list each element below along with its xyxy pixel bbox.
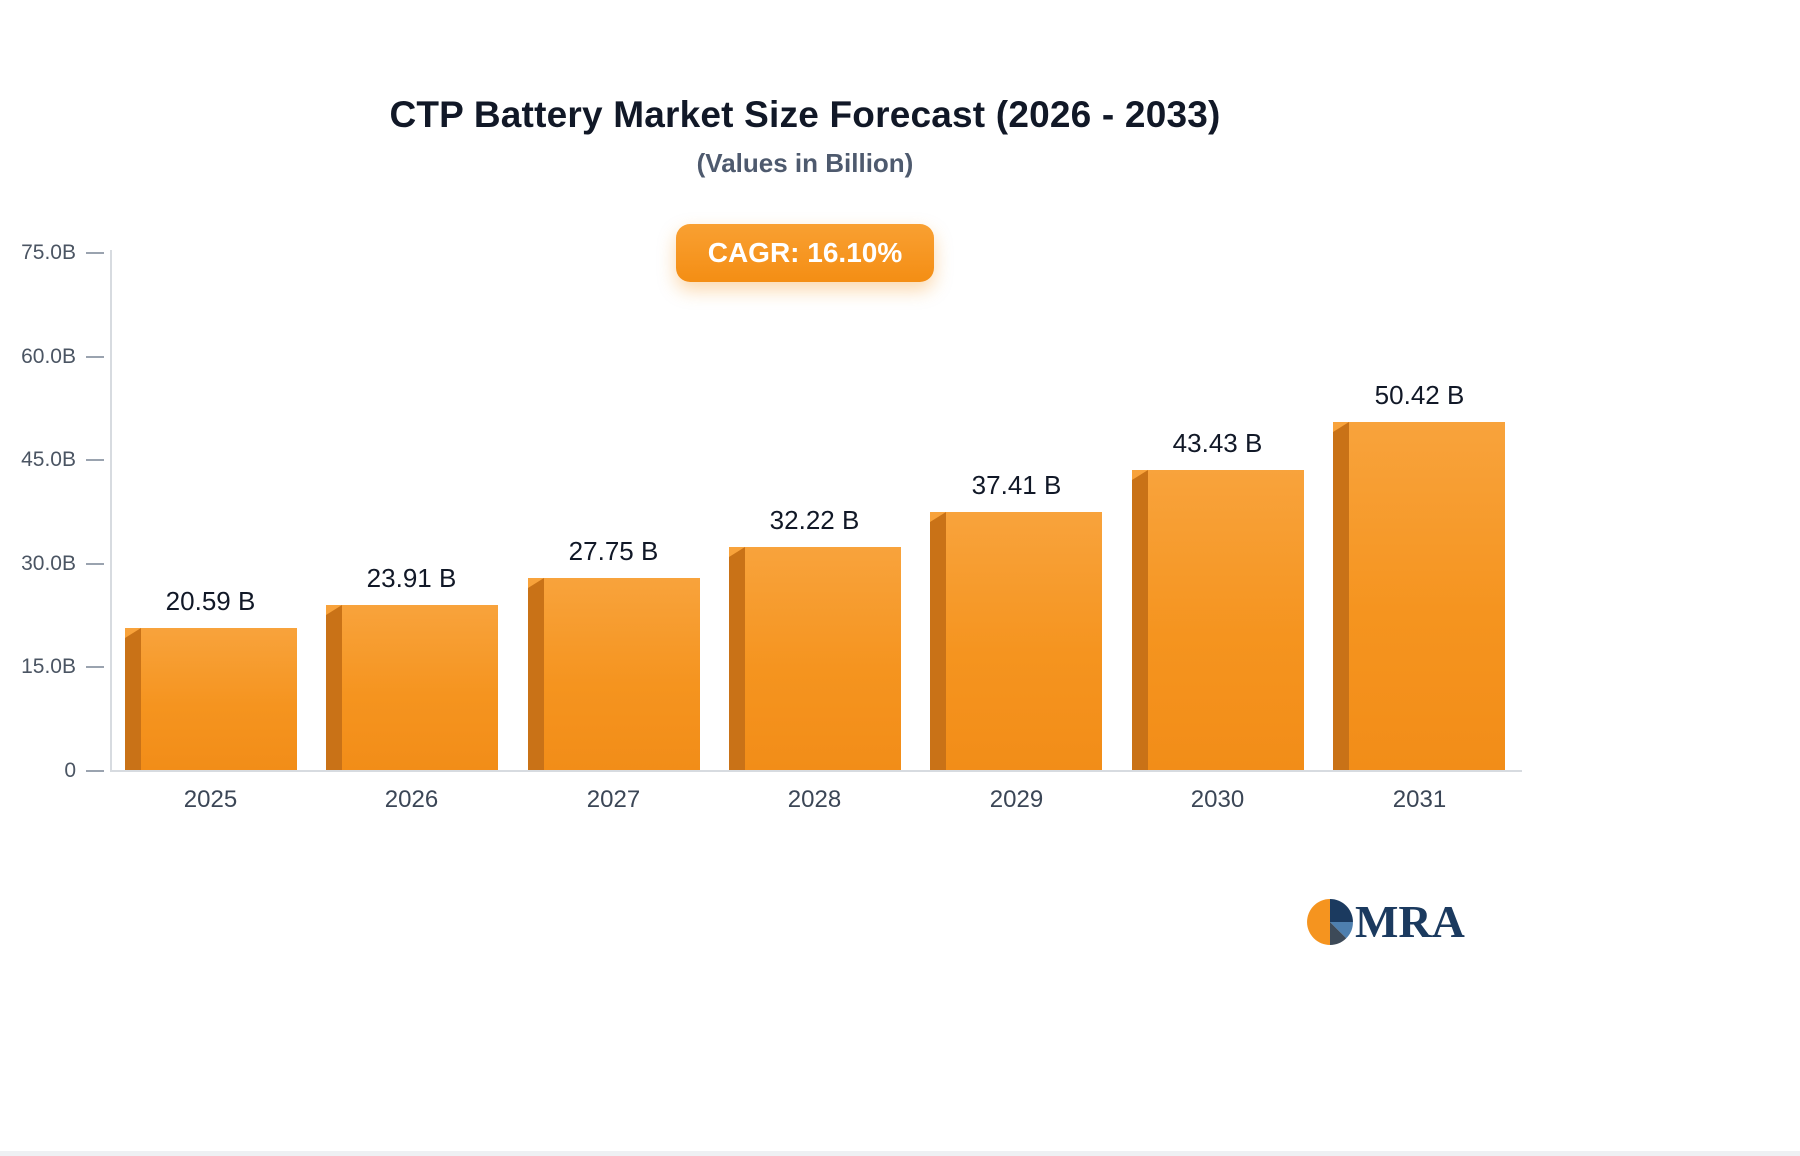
pie-logo-icon xyxy=(1307,899,1353,945)
bar-value-label-2026: 23.91 B xyxy=(366,563,457,593)
x-category-label-2025: 2025 xyxy=(183,786,238,813)
bar-value-label-2030: 43.43 B xyxy=(1172,428,1263,458)
bar-value-label-2028: 32.22 B xyxy=(769,505,860,535)
bar-2027 xyxy=(528,578,700,770)
y-tick-label: 30.0B xyxy=(21,551,76,575)
bar-2031 xyxy=(1333,422,1505,770)
bar-side-face xyxy=(930,512,946,770)
bar-2030 xyxy=(1132,470,1304,770)
bar-side-face xyxy=(125,628,141,770)
chart-title: CTP Battery Market Size Forecast (2026 -… xyxy=(389,94,1221,135)
bar-side-face xyxy=(528,578,544,770)
x-category-label-2030: 2030 xyxy=(1190,786,1245,813)
y-tick-mark xyxy=(86,252,104,254)
x-category-label-2028: 2028 xyxy=(787,786,842,813)
bar-side-face xyxy=(1132,470,1148,770)
bar-2029 xyxy=(930,512,1102,770)
x-category-label-2031: 2031 xyxy=(1392,786,1447,813)
y-tick-mark xyxy=(86,562,104,565)
bar-2026 xyxy=(326,605,498,770)
plot-area: 20.59 B 23.91 B 27.75 B 32.22 B 37.41 B 43.43… xyxy=(110,253,1520,771)
y-tick-mark xyxy=(86,459,104,462)
y-tick-label: 15.0B xyxy=(21,655,76,679)
brand-logo: MRA xyxy=(1306,896,1465,948)
bar-2025 xyxy=(125,628,297,770)
chart-subtitle: (Values in Billion) xyxy=(696,148,914,178)
y-tick-label: 60.0B xyxy=(21,344,76,368)
x-category-label-2026: 2026 xyxy=(384,786,439,813)
bar-side-face xyxy=(326,605,342,770)
cagr-badge-row: CAGR: 16.10% xyxy=(0,224,1610,282)
logo-text: MRA xyxy=(1355,896,1465,947)
y-tick-label: 0 xyxy=(64,759,76,782)
bar-value-label-2025: 20.59 B xyxy=(165,586,256,616)
bar-value-label-2029: 37.41 B xyxy=(971,470,1062,500)
x-category-label-2027: 2027 xyxy=(586,786,641,813)
y-tick-mark xyxy=(86,355,104,358)
bar-value-label-2031: 50.42 B xyxy=(1374,380,1465,410)
y-tick-mark xyxy=(86,770,104,772)
page-bottom-edge xyxy=(0,1151,1800,1156)
bar-side-face xyxy=(729,547,745,770)
y-tick-label: 45.0B xyxy=(21,448,76,472)
bar-value-label-2027: 27.75 B xyxy=(568,536,659,566)
x-category-label-2029: 2029 xyxy=(989,786,1044,813)
cagr-badge: CAGR: 16.10% xyxy=(675,224,935,282)
y-tick-label: 75.0B xyxy=(21,241,76,264)
bar-side-face xyxy=(1333,422,1349,770)
y-axis-line xyxy=(110,250,112,772)
x-axis-baseline xyxy=(110,770,1522,772)
bar-2028 xyxy=(729,547,901,770)
y-tick-mark xyxy=(86,666,104,669)
